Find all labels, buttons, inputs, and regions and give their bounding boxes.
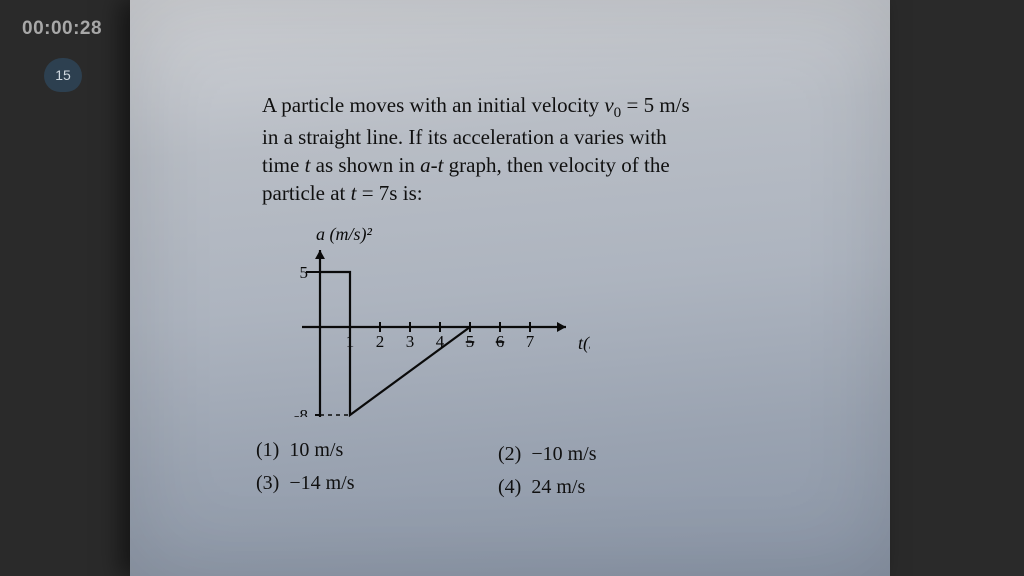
svg-text:t(s): t(s) [578, 333, 590, 354]
qt-v: v [604, 93, 613, 117]
qt-l1-pre: A particle moves with an initial velocit… [262, 93, 604, 117]
qt-l3-mid: as shown in [310, 153, 420, 177]
option-2[interactable]: (2) −10 m/s [498, 440, 728, 469]
option-4-num: (4) [498, 476, 521, 498]
qt-at: a-t [420, 153, 443, 177]
qt-l3-pre: time [262, 153, 305, 177]
option-3-num: (3) [256, 472, 279, 494]
question-text: A particle moves with an initial velocit… [262, 92, 762, 207]
svg-text:6: 6 [496, 332, 505, 351]
chart-svg: 5-81234567a (m/s)²t(s) [250, 217, 590, 417]
qt-l2: in a straight line. If its acceleration … [262, 125, 667, 149]
option-2-val: −10 m/s [531, 443, 596, 465]
option-3-val: −14 m/s [289, 472, 354, 494]
option-4-val: 24 m/s [531, 476, 585, 498]
option-2-num: (2) [498, 443, 521, 465]
timer: 00:00:28 [22, 18, 102, 40]
qt-l4-post: = 7s is: [356, 181, 422, 205]
option-4[interactable]: (4) 24 m/s [498, 473, 728, 502]
qt-l4-pre: particle at [262, 181, 351, 205]
svg-text:5: 5 [466, 332, 475, 351]
answer-options: (1) 10 m/s (2) −10 m/s (3) −14 m/s (4) 2… [256, 436, 762, 502]
option-1-val: 10 m/s [289, 439, 343, 461]
qt-l3-post: graph, then velocity of the [443, 153, 669, 177]
question-content: A particle moves with an initial velocit… [262, 92, 762, 502]
qt-l1-post: = 5 m/s [621, 93, 689, 117]
svg-text:3: 3 [406, 332, 415, 351]
option-1-num: (1) [256, 439, 279, 461]
svg-text:7: 7 [526, 332, 535, 351]
page-surface: A particle moves with an initial velocit… [130, 0, 890, 576]
option-3[interactable]: (3) −14 m/s [256, 469, 486, 502]
svg-text:5: 5 [300, 263, 309, 282]
svg-text:a (m/s)²: a (m/s)² [316, 224, 372, 245]
option-1[interactable]: (1) 10 m/s [256, 436, 486, 469]
svg-text:-8: -8 [294, 406, 308, 417]
at-graph: 5-81234567a (m/s)²t(s) [250, 217, 762, 422]
question-number-badge: 15 [44, 58, 82, 92]
svg-text:2: 2 [376, 332, 385, 351]
